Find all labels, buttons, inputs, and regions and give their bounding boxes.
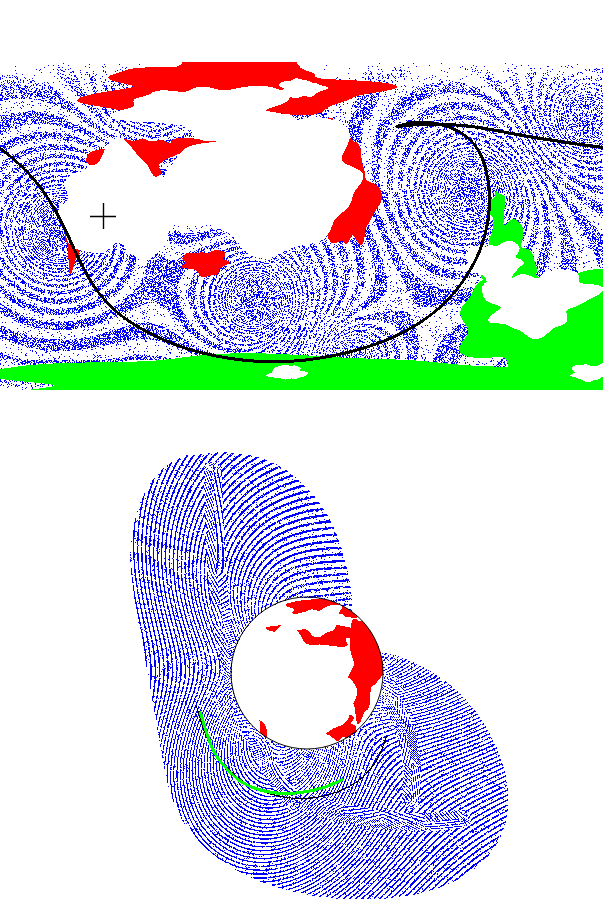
field-map-canvas: [0, 0, 603, 400]
panel-three-dimensional-surface-projection: [0, 400, 603, 909]
surface-projection-canvas: [0, 400, 603, 909]
panel-equirectangular-field-map: [0, 0, 603, 400]
